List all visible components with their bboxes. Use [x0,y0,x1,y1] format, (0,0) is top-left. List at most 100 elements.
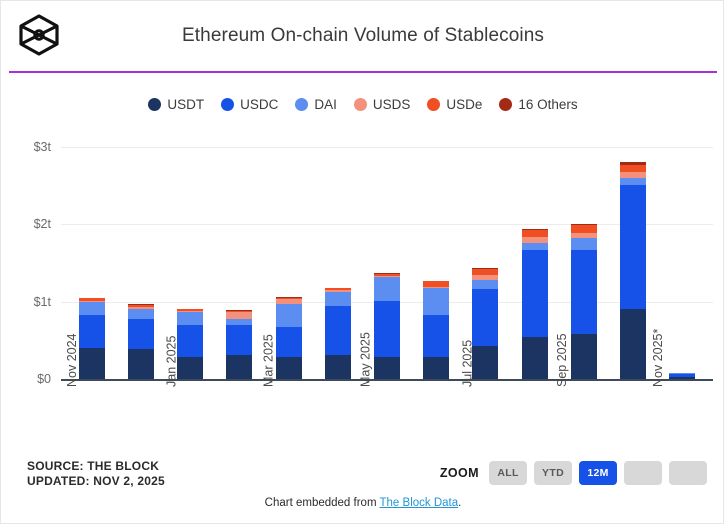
bar-segment-usdc [669,373,696,378]
zoom-button-3[interactable] [624,461,662,485]
bar-segment-16-others [620,162,647,166]
y-axis-tick-label: $2t [33,217,51,231]
legend-swatch-icon [353,98,367,111]
zoom-button-4[interactable] [669,461,707,485]
bar-slot [165,131,214,379]
x-axis-slot: Nov 2025* [651,329,705,459]
the-block-data-link[interactable]: The Block Data [379,497,459,509]
stacked-bar[interactable] [374,272,401,379]
legend-swatch-icon [499,98,513,111]
bar-segment-dai [324,292,351,307]
bar-segment-usdt [620,309,647,379]
bar-segment-usdt [669,377,696,379]
bar-segment-usdc [324,306,351,355]
bar-segment-usdc [570,250,597,335]
bar-segment-16-others [423,280,450,282]
bar-segment-dai [521,242,548,250]
x-axis-slot [312,383,361,459]
bar-segment-usds [324,289,351,293]
x-axis-tick-label: Sep 2025 [555,333,570,387]
y-axis-tick-label: $0 [37,372,51,386]
x-axis-slot [116,383,165,459]
bar-segment-usde [177,309,204,311]
legend-swatch-icon [295,98,309,111]
x-axis-tick-label: Jul 2025 [460,339,475,387]
stacked-bar[interactable] [620,162,647,379]
stacked-bar[interactable] [570,224,597,379]
bar-segment-usde [423,281,450,287]
bar-segment-usde [374,273,401,276]
stacked-bar[interactable] [324,287,351,379]
bar-segment-usde [472,269,499,276]
updated-text: UPDATED: NOV 2, 2025 [27,474,165,488]
x-axis-slot: Mar 2025 [261,334,312,459]
bar-segment-usds [78,300,105,303]
bar-segment-usds [177,310,204,312]
legend-swatch-icon [221,98,235,111]
legend-item-label: USDC [240,97,279,112]
legend-item-usde[interactable]: USDe [427,97,482,112]
stacked-bar[interactable] [423,280,450,379]
stacked-bar[interactable] [127,303,154,379]
source-text: SOURCE: THE BLOCK [27,459,160,473]
legend-item-usdc[interactable]: USDC [221,97,278,112]
bar-segment-usdc [521,249,548,338]
x-axis-slot [607,383,656,459]
bar-segment-usde [570,224,597,233]
stacked-bar[interactable] [226,310,253,379]
zoom-control-group: ZOOM ALL YTD 12M [440,461,707,485]
x-axis-tick-label: May 2025 [358,332,373,387]
bar-segment-16-others [374,272,401,274]
bar-slot [313,131,362,379]
bar-segment-dai [177,311,204,325]
bar-segment-dai [423,288,450,316]
x-axis-labels: Nov 2024 Jan 2025 Mar 2025 May 2025 Jul 2025… [61,329,711,459]
zoom-button-ytd[interactable]: YTD [534,461,572,485]
bar-segment-usdc [423,315,450,358]
bar-segment-usdt [374,356,401,379]
bar-segment-usdt [127,348,154,379]
bar-segment-usde [78,298,105,301]
bar-segment-usdc [177,324,204,357]
zoom-button-all[interactable]: ALL [489,461,527,485]
stacked-bar[interactable] [669,372,696,379]
legend-item-label: USDe [446,97,483,112]
bar-slot [412,131,461,379]
bar-segment-dai [226,319,253,325]
bar-slot [67,131,116,379]
legend-swatch-icon [427,98,441,111]
stacked-bar[interactable] [472,268,499,379]
zoom-label: ZOOM [439,466,479,480]
bar-segment-dai [472,279,499,290]
zoom-button-12m[interactable]: 12M [579,461,617,485]
bar-segment-16-others [521,229,548,231]
x-axis-slot [411,383,460,459]
x-axis-tick-label: Nov 2025* [651,328,666,387]
bar-segment-usdc [620,185,647,310]
bar-segment-usds [620,172,647,179]
bar-slot [264,131,313,379]
stacked-bar[interactable] [177,308,204,379]
bar-series-container [61,131,713,379]
bar-slot [362,131,411,379]
source-block: SOURCE: THE BLOCK UPDATED: NOV 2, 2025 [27,459,165,489]
x-axis-slot: Jan 2025 [164,336,214,459]
y-axis-tick-label: $3t [33,139,51,154]
stacked-bar[interactable] [275,296,302,379]
bar-segment-usdc [275,327,302,358]
bar-slot [510,131,559,379]
bar-segment-usdc [226,324,253,355]
legend-item-usds[interactable]: USDS [353,97,411,112]
x-axis-tick-label: Nov 2024 [64,333,79,387]
legend-item-usdt[interactable]: USDT [148,97,204,112]
legend-item-label: USDS [372,97,411,112]
legend-item-dai[interactable]: DAI [295,97,337,112]
bar-segment-dai [374,277,401,301]
stacked-bar[interactable] [521,229,548,379]
stacked-bar[interactable] [78,297,105,379]
bar-segment-16-others [472,268,499,269]
legend-item-16-others[interactable]: 16 Others [499,97,578,112]
plot-area: $0 $1t $2t $3t [1,131,724,387]
y-axis-labels: $0 $1t $2t $3t [1,131,59,387]
bar-segment-usds [127,306,154,309]
